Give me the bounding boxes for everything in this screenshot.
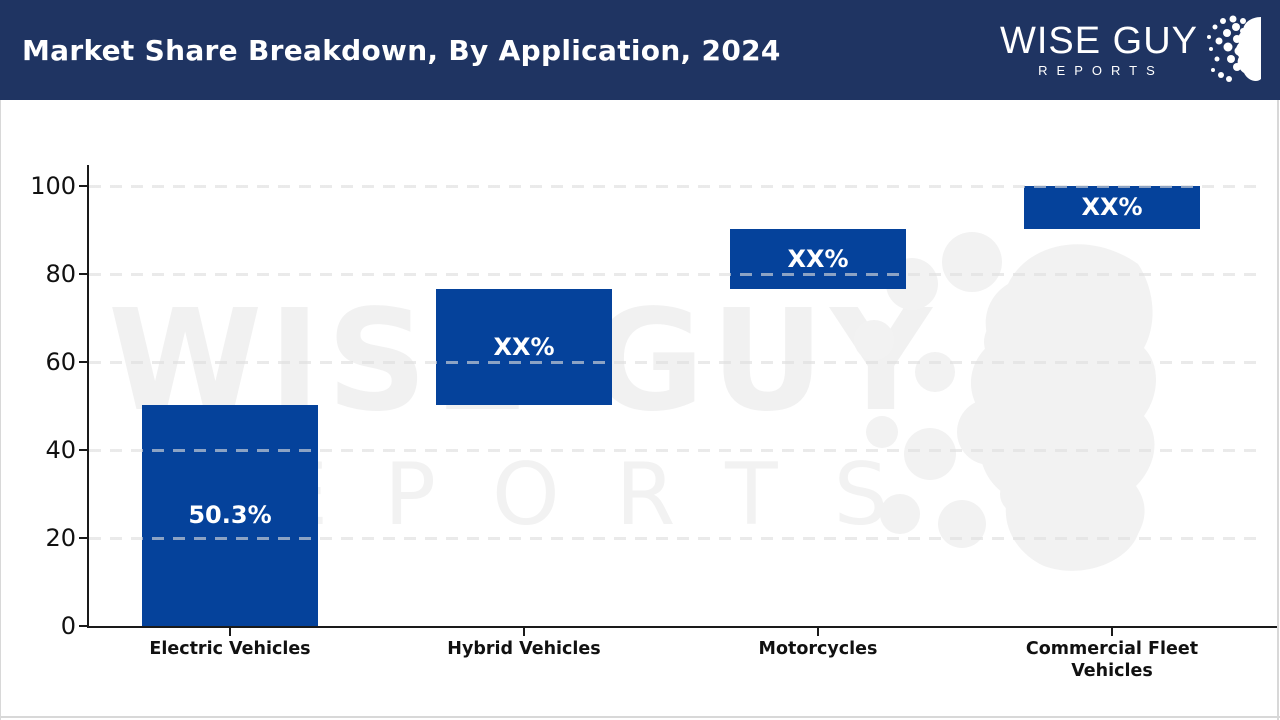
y-tick-label-0: 0 — [60, 612, 76, 640]
logo-wordmark: WISE GUY — [999, 20, 1198, 62]
x-tick-mark-3 — [1111, 628, 1113, 636]
y-tick-label-80: 80 — [45, 260, 76, 288]
gridline-80 — [89, 273, 1258, 276]
frame-bottom-line — [0, 716, 1280, 718]
x-tick-mark-0 — [229, 628, 231, 636]
bar-value-label-2: XX% — [787, 244, 849, 273]
page-title: Market Share Breakdown, By Application, … — [22, 33, 781, 67]
y-tick-mark-0 — [79, 625, 89, 627]
bar-value-label-1: XX% — [493, 332, 555, 361]
wiseguy-logo: WISE GUY REPORTS — [1000, 15, 1264, 85]
x-category-label-2: Motorcycles — [758, 639, 878, 659]
y-tick-mark-40 — [79, 449, 89, 451]
y-tick-label-20: 20 — [45, 524, 76, 552]
wiseguy-head-icon — [1207, 15, 1261, 82]
bar-3 — [1024, 186, 1200, 229]
logo-text: WISE GUY REPORTS — [1000, 22, 1198, 78]
bar-value-label-3: XX% — [1081, 193, 1143, 222]
gridline-100 — [89, 185, 1258, 188]
y-tick-label-60: 60 — [45, 348, 76, 376]
bar-2 — [730, 228, 906, 289]
y-tick-mark-80 — [79, 273, 89, 275]
gridline-60 — [89, 361, 1258, 364]
y-tick-mark-60 — [79, 361, 89, 363]
header-banner: Market Share Breakdown, By Application, … — [0, 0, 1280, 100]
frame-left-line — [0, 100, 1, 720]
logo-subtext: REPORTS — [1038, 63, 1164, 78]
frame-right-line — [1277, 100, 1279, 720]
x-tick-mark-1 — [523, 628, 525, 636]
x-axis-line — [87, 626, 1278, 628]
y-tick-mark-20 — [79, 537, 89, 539]
bar-0 — [142, 404, 318, 626]
x-category-label-3: Commercial Fleet Vehicles — [1025, 639, 1199, 681]
x-tick-mark-2 — [817, 628, 819, 636]
x-category-label-1: Hybrid Vehicles — [447, 639, 601, 659]
bar-1 — [436, 288, 612, 405]
y-tick-mark-100 — [79, 185, 89, 187]
gridline-20 — [89, 537, 1258, 540]
bar-value-label-0: 50.3% — [188, 501, 272, 530]
gridline-40 — [89, 449, 1258, 452]
x-category-label-0: Electric Vehicles — [149, 639, 311, 659]
y-tick-label-100: 100 — [30, 172, 76, 200]
watermark-head-graphic — [854, 232, 1156, 571]
y-tick-label-40: 40 — [45, 436, 76, 464]
y-axis-line — [87, 165, 89, 628]
